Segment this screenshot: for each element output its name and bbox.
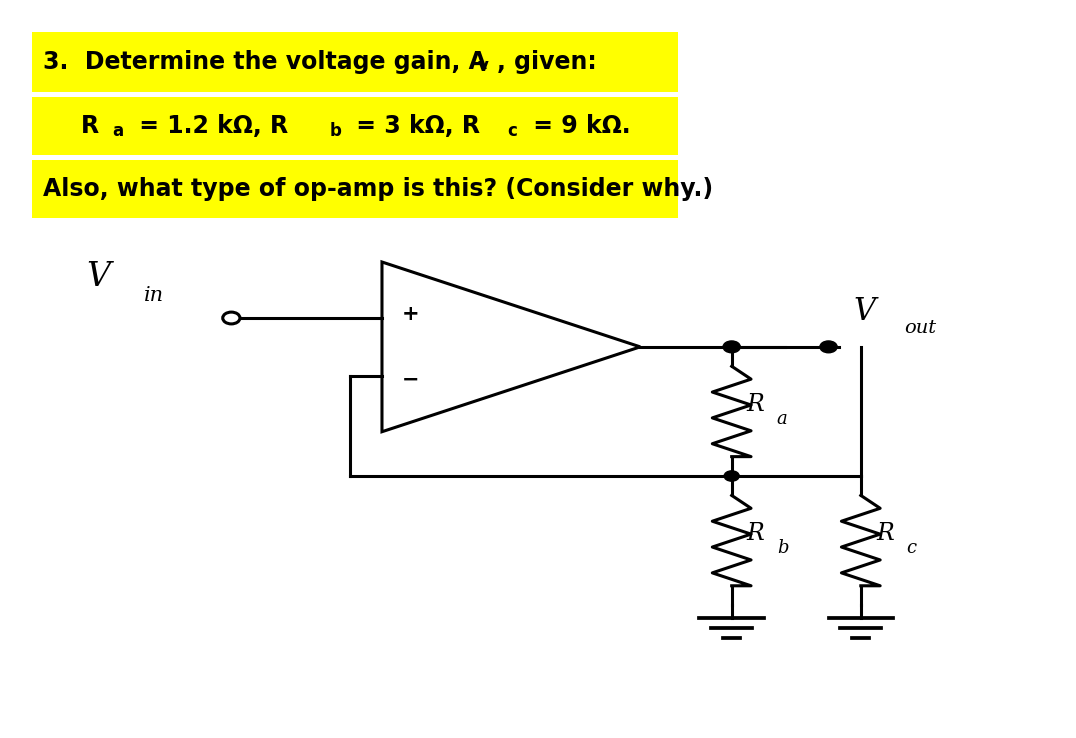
Text: c: c <box>906 539 916 557</box>
Circle shape <box>820 341 837 353</box>
Text: R: R <box>876 522 893 545</box>
Text: in: in <box>144 286 165 306</box>
Text: R: R <box>81 114 99 138</box>
Text: R: R <box>747 393 764 415</box>
Text: , given:: , given: <box>497 50 597 74</box>
Text: R: R <box>747 522 764 545</box>
Bar <box>32 97 678 155</box>
Text: V: V <box>853 296 875 327</box>
Text: V: V <box>86 261 110 294</box>
Text: 3.  Determine the voltage gain, A: 3. Determine the voltage gain, A <box>43 50 487 74</box>
Text: b: b <box>777 539 789 557</box>
Text: a: a <box>112 122 123 139</box>
Text: b: b <box>329 122 341 139</box>
Text: v: v <box>478 58 489 75</box>
Text: = 1.2 kΩ, R: = 1.2 kΩ, R <box>131 114 288 138</box>
Text: Also, what type of op-amp is this? (Consider why.): Also, what type of op-amp is this? (Cons… <box>43 177 713 201</box>
Text: a: a <box>777 410 788 428</box>
Circle shape <box>724 471 739 481</box>
Text: out: out <box>904 320 936 337</box>
Text: −: − <box>401 370 419 390</box>
Text: = 3 kΩ, R: = 3 kΩ, R <box>348 114 480 138</box>
Bar <box>32 32 678 92</box>
Text: = 9 kΩ.: = 9 kΩ. <box>525 114 631 138</box>
Text: +: + <box>401 304 419 324</box>
Circle shape <box>723 341 740 353</box>
Bar <box>32 160 678 218</box>
Text: c: c <box>507 122 516 139</box>
